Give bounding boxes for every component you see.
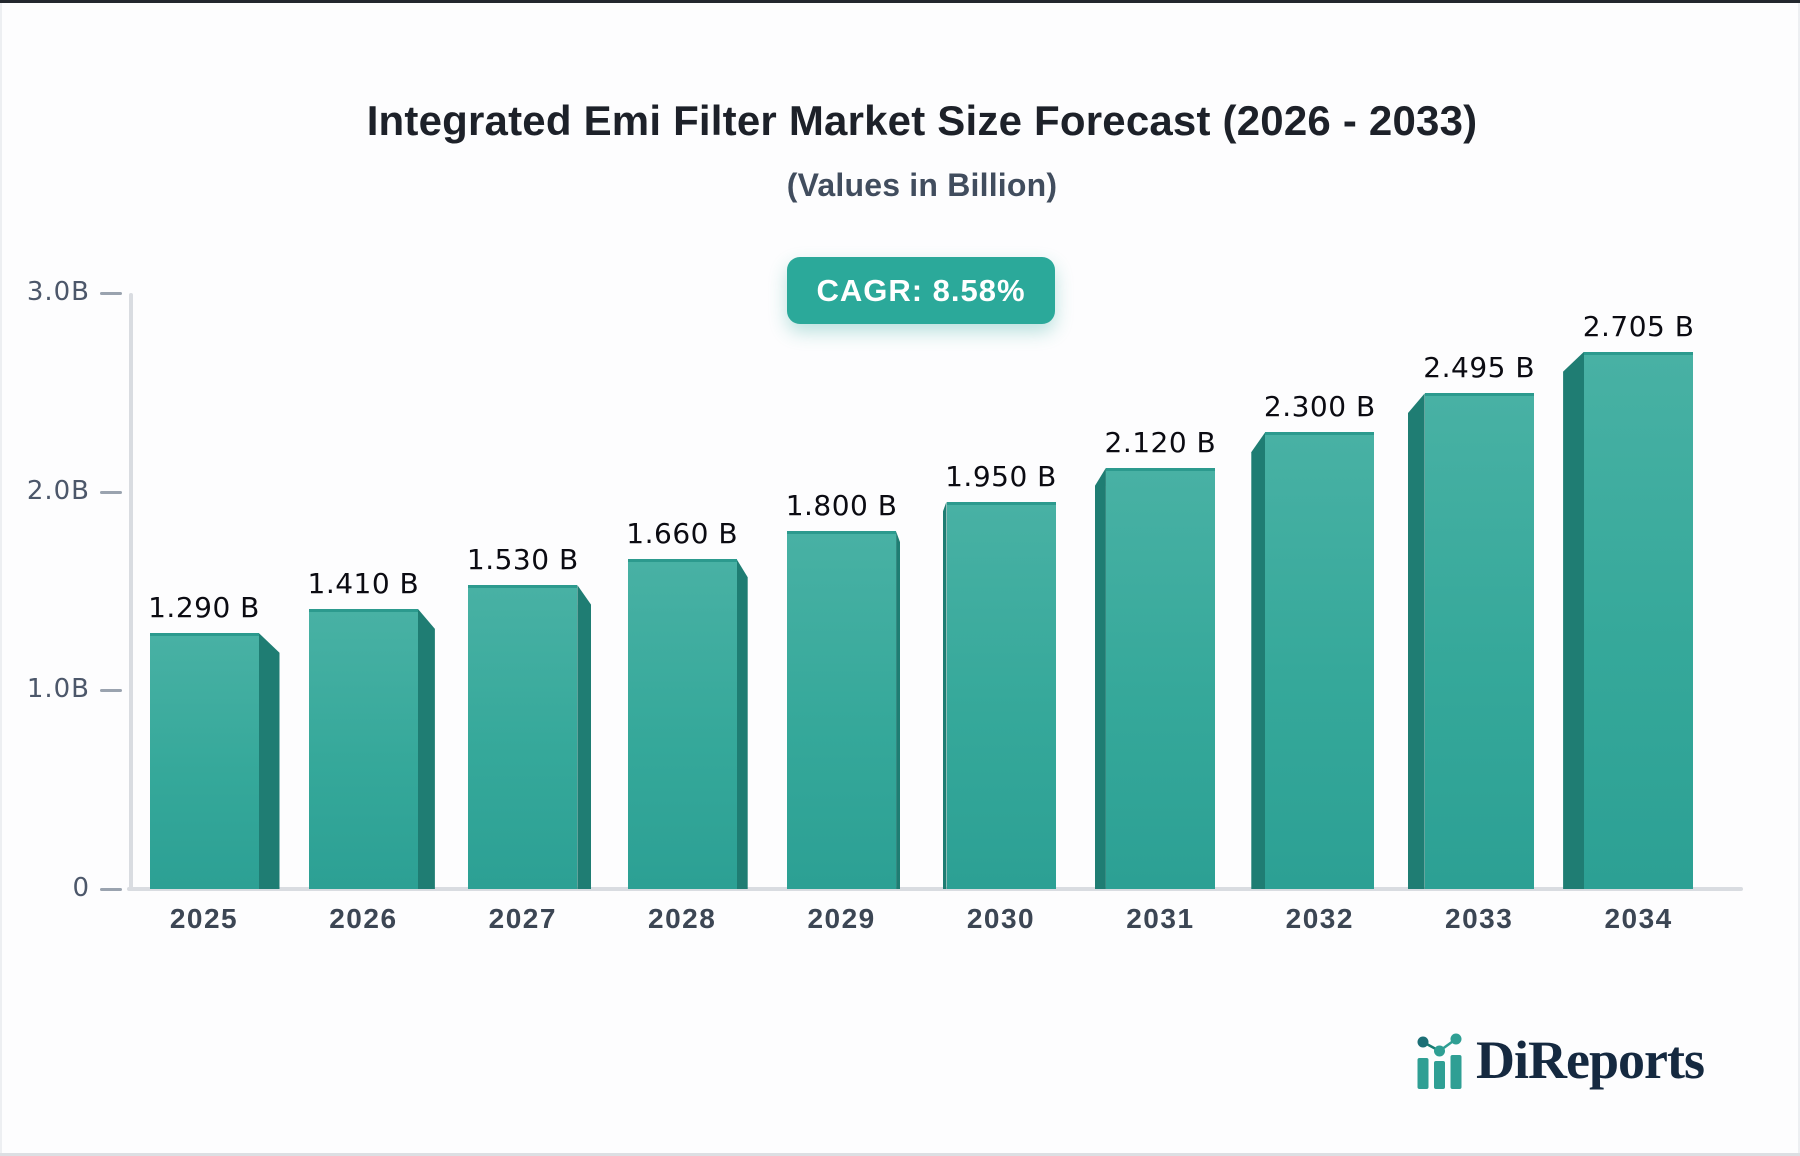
brand-logo-text: DiReports bbox=[1476, 1030, 1705, 1090]
x-axis-category-label: 2030 bbox=[966, 903, 1036, 934]
bar-side-face bbox=[942, 501, 947, 889]
bar bbox=[627, 559, 737, 889]
bar-side-face bbox=[577, 585, 592, 889]
bar-value-label: 1.800 B bbox=[785, 489, 898, 523]
bar bbox=[787, 531, 897, 889]
y-tick-dash bbox=[100, 490, 122, 494]
bar-side-face bbox=[417, 608, 435, 889]
brand-logo: DiReports bbox=[1415, 1030, 1705, 1090]
bar bbox=[308, 608, 418, 889]
x-axis-category-label: 2027 bbox=[488, 903, 557, 934]
bar bbox=[1424, 393, 1534, 889]
x-axis-category-label: 2031 bbox=[1126, 903, 1195, 934]
chart-title: Integrated Emi Filter Market Size Foreca… bbox=[366, 97, 1478, 144]
y-tick-dash bbox=[100, 888, 122, 891]
card-left-border bbox=[0, 3, 2, 1156]
chart-header: Integrated Emi Filter Market Size Foreca… bbox=[44, 3, 1800, 204]
bar bbox=[1265, 432, 1375, 889]
y-tick-label: 1.0B bbox=[26, 674, 90, 705]
cagr-badge-label: CAGR: 8.58% bbox=[816, 272, 1026, 308]
bar-side-face bbox=[258, 632, 280, 889]
x-axis-category-label: 2034 bbox=[1604, 903, 1673, 934]
y-tick-dash bbox=[100, 292, 122, 295]
bar-value-label: 1.530 B bbox=[466, 543, 579, 577]
bar-side-face bbox=[1563, 351, 1585, 889]
bar bbox=[1105, 467, 1215, 889]
bar bbox=[946, 501, 1056, 889]
bar-value-label: 2.705 B bbox=[1582, 309, 1695, 343]
bar-chart-plot: 3.0B 2.0B 1.0B 0 1.290 B 2025 1.410 B 2026 1.530… bbox=[0, 3, 1800, 1156]
x-axis-category-label: 2028 bbox=[648, 903, 717, 934]
x-axis-category-label: 2029 bbox=[807, 903, 876, 934]
bar bbox=[468, 585, 578, 889]
bar-value-label: 1.410 B bbox=[307, 566, 420, 600]
bar-line-chart-logo-icon bbox=[1417, 1033, 1462, 1089]
bar bbox=[1584, 351, 1694, 889]
bar-value-label: 1.660 B bbox=[626, 517, 739, 551]
x-axis-category-label: 2026 bbox=[329, 903, 398, 934]
x-axis-category-label: 2032 bbox=[1285, 903, 1354, 934]
bar-value-label: 2.300 B bbox=[1263, 390, 1376, 424]
bar-side-face bbox=[1407, 393, 1425, 889]
bar-side-face bbox=[1094, 467, 1106, 889]
x-axis-line bbox=[127, 887, 1743, 891]
x-axis-category-label: 2033 bbox=[1445, 903, 1514, 934]
cagr-badge: CAGR: 8.58% bbox=[787, 257, 1055, 324]
bar bbox=[149, 632, 259, 889]
bar-value-label: 1.290 B bbox=[148, 590, 260, 624]
x-axis-category-label: 2025 bbox=[169, 903, 239, 934]
card-right-border bbox=[1798, 3, 1800, 1156]
y-tick-label: 3.0B bbox=[26, 277, 90, 307]
bar-side-face bbox=[736, 559, 748, 889]
bar-side-face bbox=[896, 531, 901, 889]
bar-value-label: 2.495 B bbox=[1423, 351, 1536, 385]
bar-value-label: 1.950 B bbox=[945, 459, 1057, 493]
y-tick-label: 0 bbox=[72, 873, 90, 903]
bar-side-face bbox=[1251, 432, 1266, 889]
y-tick-dash bbox=[100, 689, 122, 693]
bar-value-label: 2.120 B bbox=[1104, 425, 1217, 459]
y-tick-label: 2.0B bbox=[26, 475, 90, 506]
card-bottom-border bbox=[0, 1153, 1800, 1156]
chart-subtitle: (Values in Billion) bbox=[786, 167, 1058, 203]
y-axis-line bbox=[129, 293, 133, 891]
